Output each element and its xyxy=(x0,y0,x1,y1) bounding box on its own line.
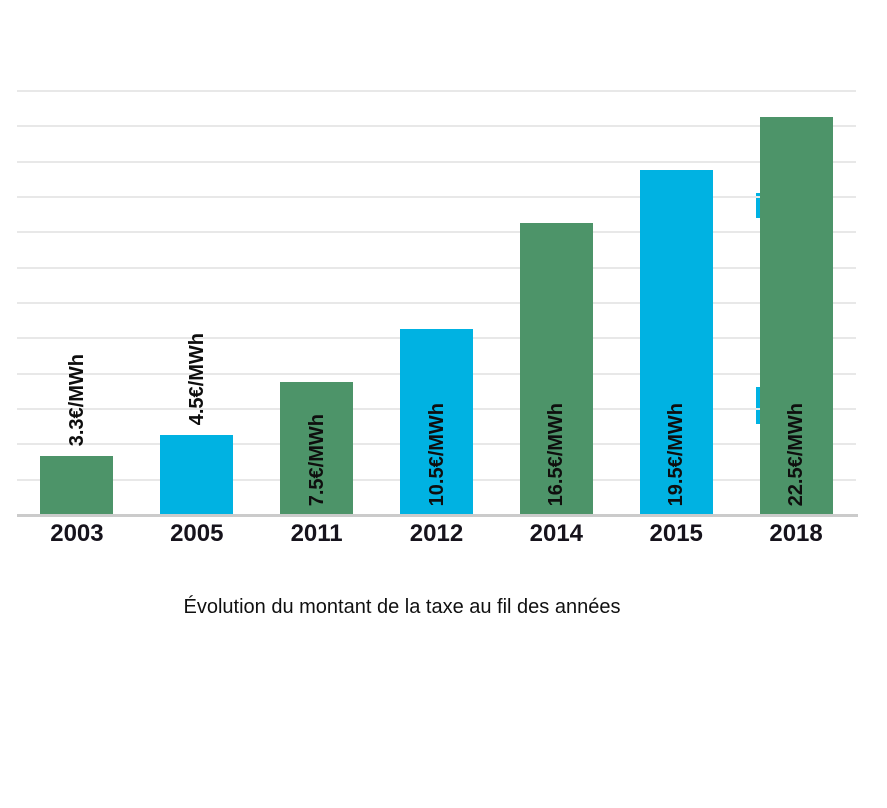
gridline-y-24 xyxy=(17,90,856,92)
gridline-y-22 xyxy=(17,125,856,128)
bar-2011: 7.5€/MWh xyxy=(280,381,354,514)
bar-value-label-2005: 4.5€/MWh xyxy=(185,333,208,426)
gridline-y-14 xyxy=(17,266,856,269)
bar-2014: 16.5€/MWh xyxy=(519,222,593,514)
render-artifact-cyan-sliver xyxy=(756,193,761,218)
gridline-y-12 xyxy=(17,302,856,304)
bar-value-label-2014: 16.5€/MWh xyxy=(545,402,568,506)
bar-2005: 4.5€/MWh xyxy=(160,333,234,514)
bar-2018: 22.5€/MWh xyxy=(759,116,833,514)
gridline-y-16 xyxy=(17,231,856,234)
x-axis-label-2005: 2005 xyxy=(170,520,224,547)
plot-area: 3.3€/MWh 4.5€/MWh 7.5€/MWh 10.5€/MWh 16.5€/M… xyxy=(17,90,856,514)
bar-value-label-2018: 22.5€/MWh xyxy=(785,402,808,506)
bar-value-label-2012: 10.5€/MWh xyxy=(425,402,448,506)
bar-value-label-2011: 7.5€/MWh xyxy=(305,413,328,506)
x-axis-label-2003: 2003 xyxy=(50,520,104,547)
bar-2015: 19.5€/MWh xyxy=(639,169,713,514)
x-axis-label-2011: 2011 xyxy=(290,520,343,547)
x-axis-label-2014: 2014 xyxy=(529,520,584,547)
x-axis-label-2018: 2018 xyxy=(769,520,823,547)
gridline-y-20 xyxy=(17,160,856,163)
chart-title: Évolution du montant de la taxe au fil d… xyxy=(183,596,621,618)
bar-2012: 10.5€/MWh xyxy=(400,328,473,514)
gridline-y-18 xyxy=(17,196,856,198)
x-axis-label-2012: 2012 xyxy=(409,520,464,547)
x-axis-label-2015: 2015 xyxy=(649,520,703,547)
bar-value-label-2015: 19.5€/MWh xyxy=(665,402,688,506)
bar-2003: 3.3€/MWh xyxy=(40,354,114,514)
x-axis-labels: 2003 2005 2011 2012 2014 2015 2018 xyxy=(17,520,856,551)
x-axis-line xyxy=(17,514,858,517)
render-artifact-cyan-sliver xyxy=(756,387,761,424)
bar-value-label-2003: 3.3€/MWh xyxy=(65,354,88,447)
